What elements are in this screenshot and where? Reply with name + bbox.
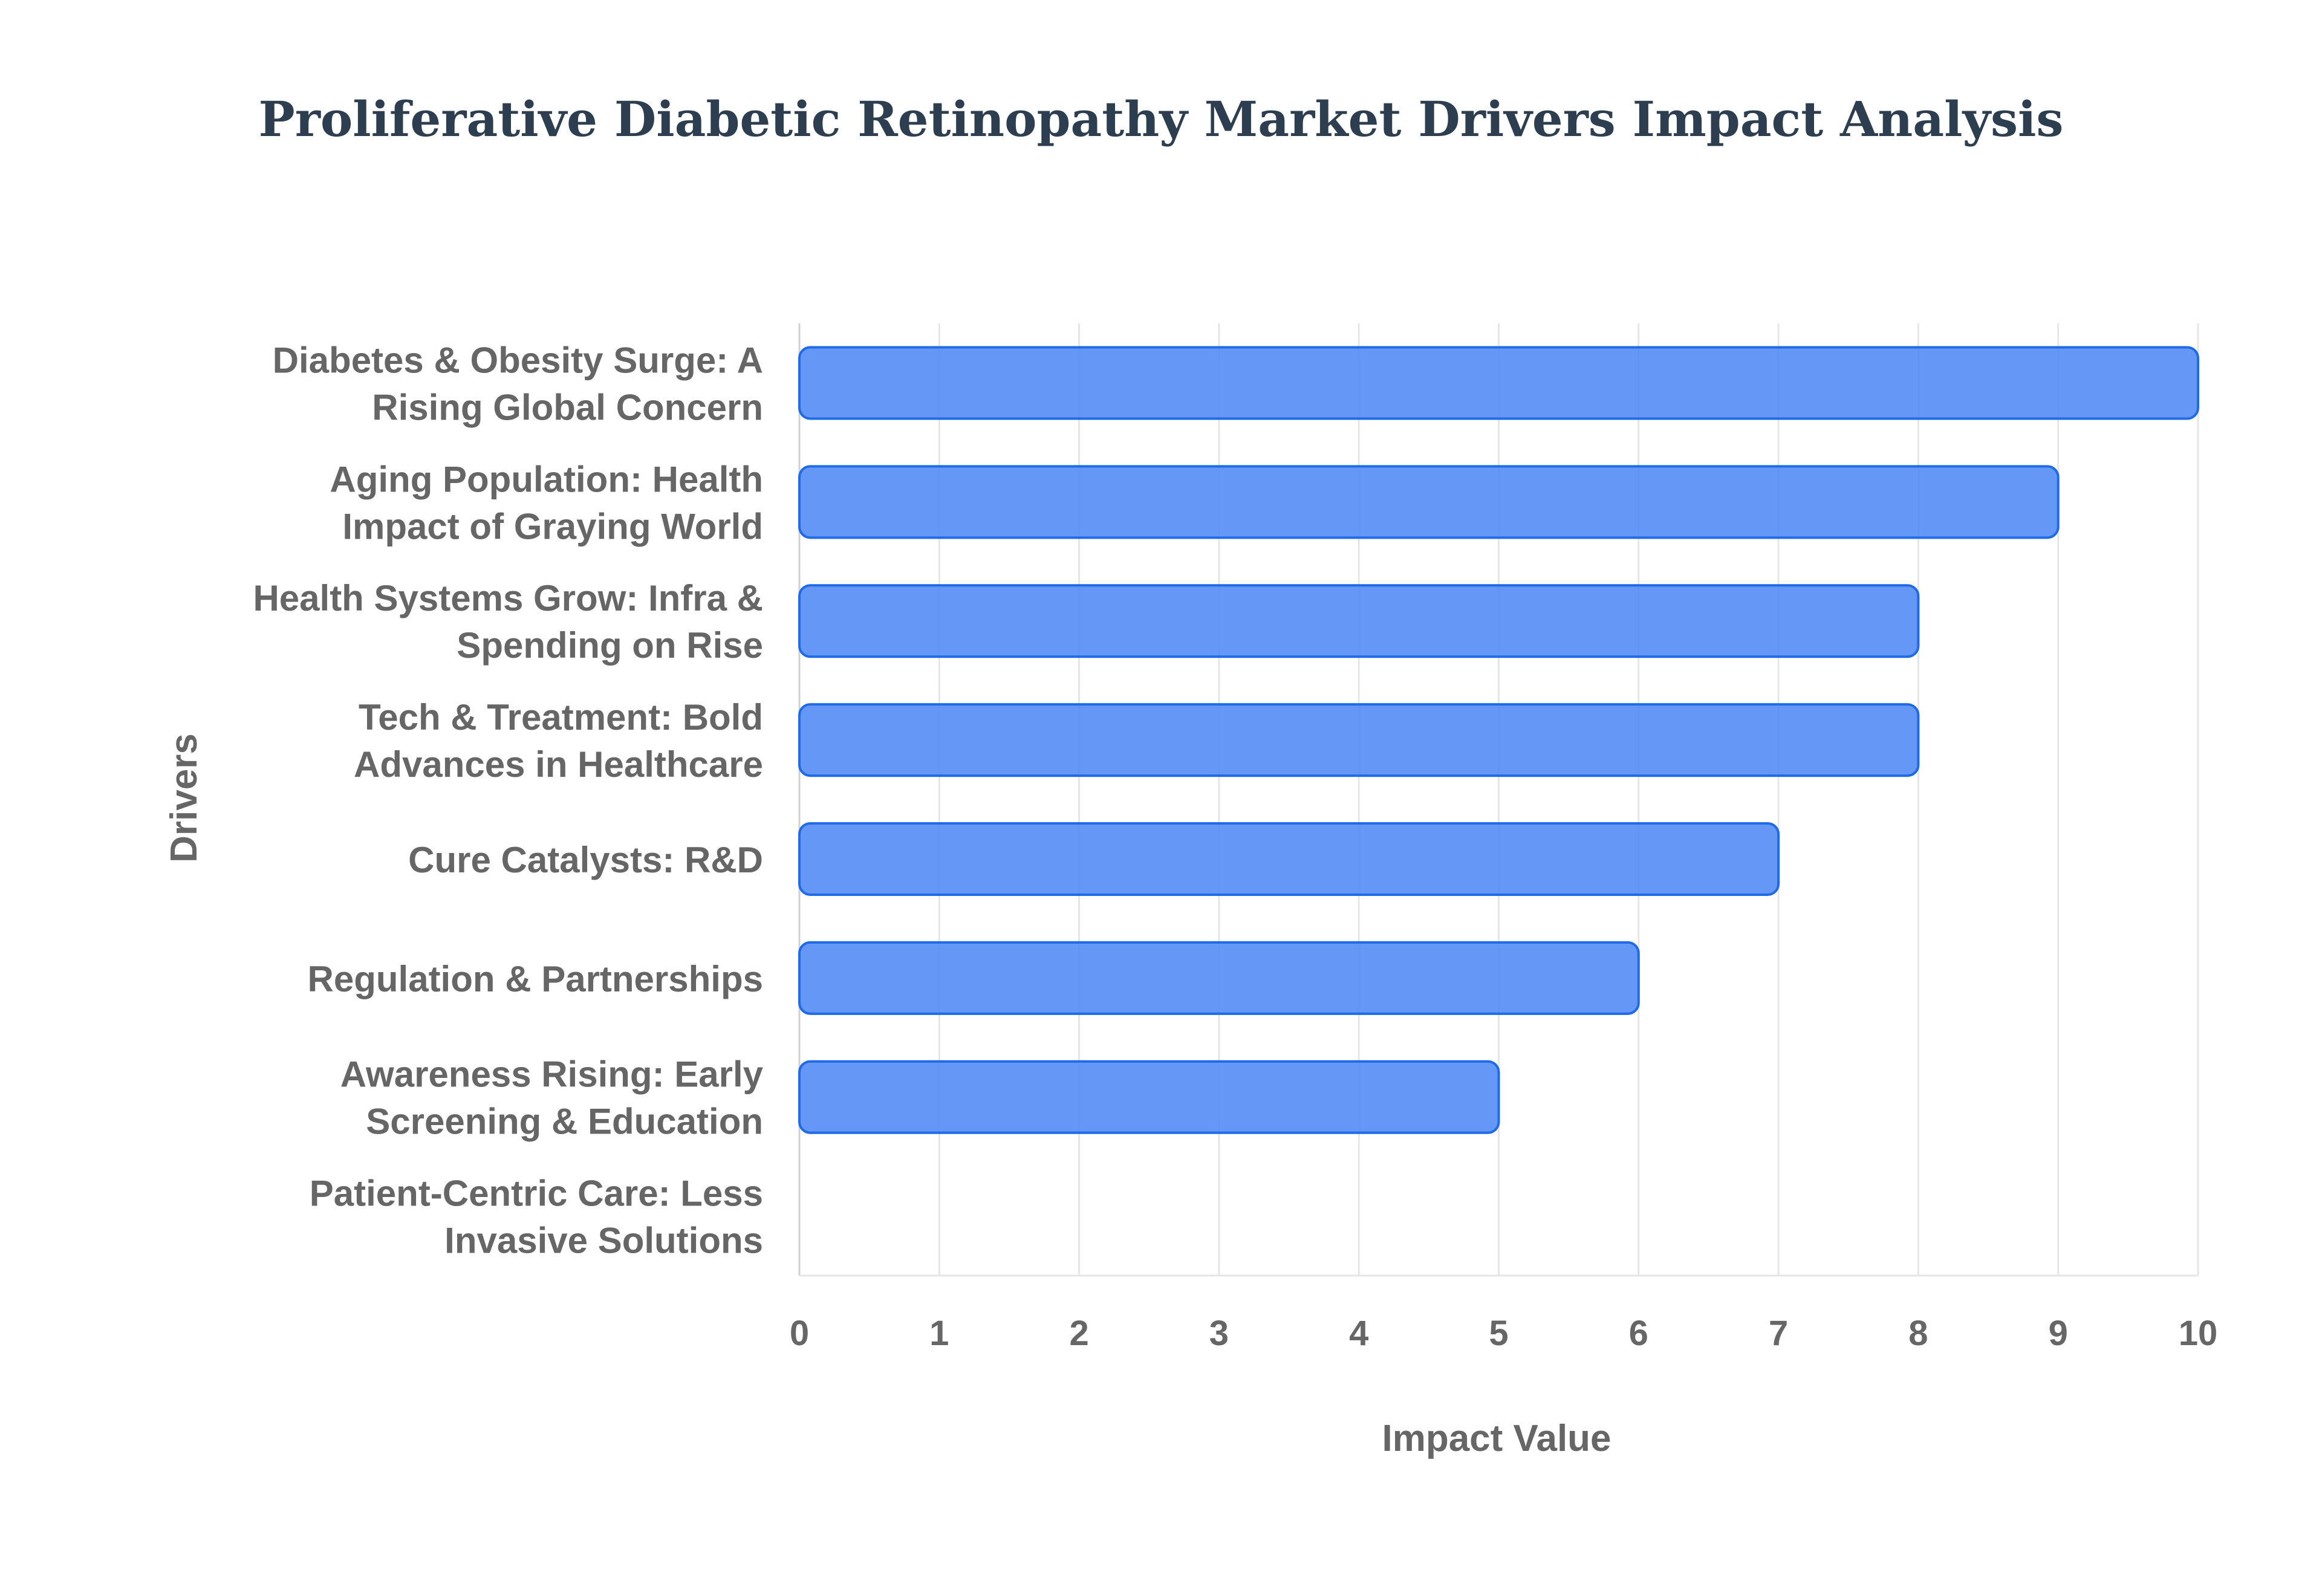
category-label: Patient-Centric Care: Less Invasive Solut… bbox=[310, 1173, 763, 1261]
bar bbox=[798, 465, 2060, 539]
category-label: Aging Population: Health Impact of Grayin… bbox=[330, 459, 763, 547]
category-label: Awareness Rising: Early Screening & Educa… bbox=[340, 1054, 764, 1142]
chart-title: Proliferative Diabetic Retinopathy Marke… bbox=[259, 91, 2064, 148]
category-labels: Diabetes & Obesity Surge: A Rising Global… bbox=[253, 340, 763, 1260]
bar bbox=[798, 346, 2199, 420]
bar bbox=[798, 703, 1920, 777]
x-tick-label: 1 bbox=[929, 1314, 949, 1353]
bar bbox=[798, 822, 1780, 896]
x-tick-label: 9 bbox=[2049, 1314, 2068, 1353]
x-tick-label: 8 bbox=[1908, 1314, 1928, 1353]
category-label: Diabetes & Obesity Surge: A Rising Global… bbox=[273, 340, 763, 427]
bar bbox=[798, 941, 1640, 1015]
category-label: Cure Catalysts: R&D bbox=[408, 840, 763, 880]
bar bbox=[798, 1060, 1500, 1134]
category-label: Health Systems Grow: Infra & Spending on … bbox=[253, 578, 763, 666]
y-axis-title: Drivers bbox=[163, 733, 205, 863]
x-tick-label: 5 bbox=[1489, 1314, 1508, 1353]
x-tick-label: 6 bbox=[1629, 1314, 1648, 1353]
x-tick-label: 7 bbox=[1769, 1314, 1788, 1353]
category-label: Regulation & Partnerships bbox=[308, 959, 763, 999]
bars bbox=[798, 346, 2199, 1134]
x-tick-label: 4 bbox=[1349, 1314, 1368, 1353]
x-tick-label: 3 bbox=[1209, 1314, 1229, 1353]
x-tick-labels: 0 1 2 3 4 5 6 7 8 9 10 bbox=[790, 1314, 2217, 1353]
category-label: Tech & Treatment: Bold Advances in Health… bbox=[354, 697, 763, 785]
x-tick-label: 0 bbox=[790, 1314, 809, 1353]
x-tick-label: 10 bbox=[2179, 1314, 2218, 1353]
x-tick-label: 2 bbox=[1069, 1314, 1088, 1353]
x-axis-title: Impact Value bbox=[1382, 1418, 1611, 1459]
bar bbox=[798, 584, 1920, 658]
